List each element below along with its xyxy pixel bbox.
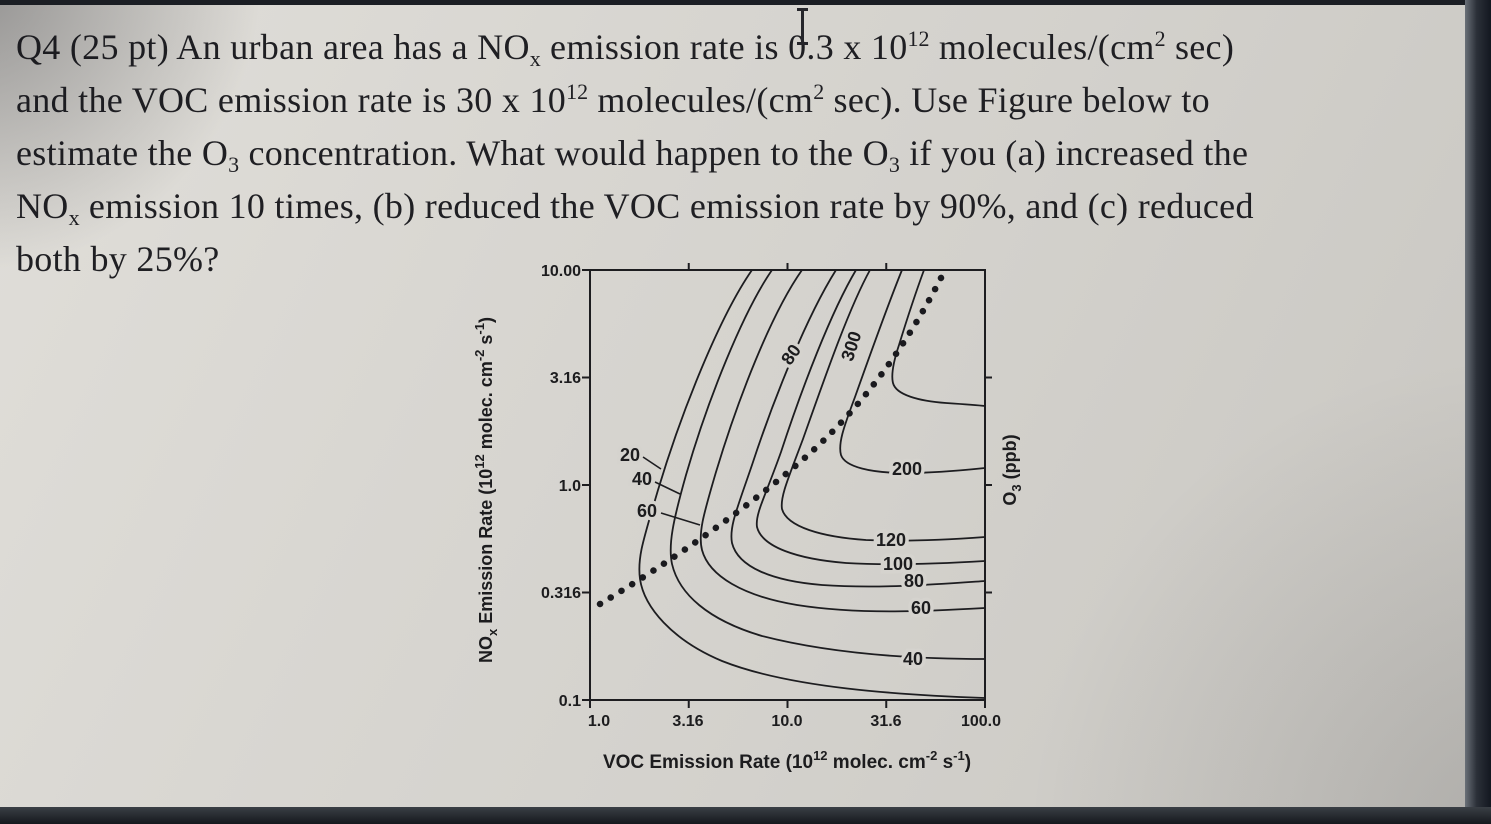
contour-lines bbox=[638, 269, 986, 699]
sup-text: 2 bbox=[813, 79, 825, 104]
contour-label-60-right: 60 bbox=[911, 598, 931, 618]
contour-20-line bbox=[638, 269, 986, 699]
y-axis-ticks bbox=[582, 269, 590, 701]
contour-80-line bbox=[730, 269, 986, 588]
contour-120-line bbox=[780, 269, 986, 542]
contour-label-120: 120 bbox=[876, 530, 906, 550]
x-axis-ticks bbox=[589, 700, 986, 708]
photo-edge-right bbox=[1465, 0, 1491, 824]
y-tick-0.316: 0.316 bbox=[541, 585, 581, 602]
sup-text: 2 bbox=[1154, 26, 1166, 51]
text-run: sec) bbox=[1165, 27, 1235, 67]
contour-label-80-ridge: 80 bbox=[777, 341, 805, 369]
y-tick-0.1: 0.1 bbox=[559, 693, 581, 710]
sup-text: 12 bbox=[907, 26, 930, 51]
x-tick-31.6: 31.6 bbox=[870, 713, 901, 730]
y-tick-labels: 10.00 3.16 1.0 0.316 0.1 bbox=[541, 263, 581, 710]
text-run: molecules/(cm bbox=[588, 80, 814, 120]
x-tick-1.0: 1.0 bbox=[588, 713, 610, 730]
contour-label-60: 60 bbox=[637, 501, 657, 521]
ozone-isopleth-figure: 20 40 60 80 300 200 120 100 80 60 40 10.… bbox=[450, 258, 1070, 803]
contour-label-leaders bbox=[642, 456, 701, 526]
question-line-2: and the VOC emission rate is 30 x 1012 m… bbox=[16, 76, 1453, 129]
x-tick-100.0: 100.0 bbox=[961, 713, 1001, 730]
x-axis-title: VOC Emission Rate (1012 molec. cm-2 s-1) bbox=[603, 748, 971, 773]
text-run: x 10 bbox=[834, 27, 908, 67]
contour-60-line bbox=[699, 269, 986, 613]
right-axis-ticks bbox=[985, 376, 992, 594]
y-tick-3.16: 3.16 bbox=[550, 370, 581, 387]
question-text: Q4 (25 pt) An urban area has a NOx emiss… bbox=[16, 8, 1453, 283]
cursor-anchor: 0.3 bbox=[788, 8, 835, 71]
question-line-3: estimate the O3 concentration. What woul… bbox=[16, 129, 1453, 182]
sub-text: x bbox=[529, 46, 541, 71]
contour-label-100: 100 bbox=[883, 554, 913, 574]
y-tick-1.0: 1.0 bbox=[559, 478, 581, 495]
text-cursor-artifact bbox=[797, 8, 809, 45]
x-tick-10.0: 10.0 bbox=[771, 713, 802, 730]
text-run: emission 10 times, (b) reduced the VOC e… bbox=[79, 186, 1254, 226]
contour-300-line bbox=[891, 269, 986, 407]
text-run: emission rate is bbox=[540, 27, 789, 67]
isopleth-chart-svg: 20 40 60 80 300 200 120 100 80 60 40 10.… bbox=[472, 263, 1024, 773]
x-tick-labels: 1.0 3.16 10.0 31.6 100.0 bbox=[588, 713, 1001, 730]
contour-label-40-right: 40 bbox=[903, 649, 923, 669]
x-tick-3.16: 3.16 bbox=[672, 713, 703, 730]
question-line-4: NOx emission 10 times, (b) reduced the V… bbox=[16, 182, 1453, 235]
y-axis-title: NOx Emission Rate (1012 molec. cm-2 s-1) bbox=[472, 317, 500, 663]
contour-40-line bbox=[669, 269, 986, 660]
photo-edge-top bbox=[0, 0, 1491, 5]
text-run: Q4 (25 pt) An urban area has a NO bbox=[16, 27, 530, 67]
contour-label-40: 40 bbox=[632, 469, 652, 489]
text-run: 0.3 bbox=[788, 27, 835, 67]
text-run: sec). Use Figure below to bbox=[824, 80, 1210, 120]
sub-text: 3 bbox=[888, 152, 900, 177]
text-run: both by 25%? bbox=[16, 239, 220, 279]
top-axis-ticks bbox=[687, 263, 888, 270]
contour-label-80-right: 80 bbox=[904, 571, 924, 591]
contour-200-line bbox=[839, 269, 986, 474]
question-line-1: Q4 (25 pt) An urban area has a NOx emiss… bbox=[16, 8, 1453, 76]
contour-100-line bbox=[755, 269, 986, 566]
text-run: concentration. What would happen to the … bbox=[239, 133, 889, 173]
ridge-dotted-line bbox=[596, 272, 946, 608]
text-run: NO bbox=[16, 186, 69, 226]
o3-axis-title: O3 (ppb) bbox=[1000, 434, 1024, 505]
y-tick-10: 10.00 bbox=[541, 263, 581, 280]
contour-label-20: 20 bbox=[620, 445, 640, 465]
sub-text: x bbox=[68, 205, 80, 230]
text-run: if you (a) increased the bbox=[899, 133, 1249, 173]
text-run: and the VOC emission rate is 30 x 10 bbox=[16, 80, 567, 120]
text-run: estimate the O bbox=[16, 133, 229, 173]
text-run: molecules/(cm bbox=[929, 27, 1155, 67]
photo-edge-bottom bbox=[0, 807, 1491, 824]
sub-text: 3 bbox=[228, 152, 240, 177]
sup-text: 12 bbox=[566, 79, 589, 104]
contour-value-labels: 20 40 60 80 300 200 120 100 80 60 40 bbox=[616, 325, 934, 672]
contour-label-200: 200 bbox=[892, 459, 922, 479]
paper-page: Q4 (25 pt) An urban area has a NOx emiss… bbox=[0, 5, 1465, 807]
question-line-5: both by 25%? bbox=[16, 235, 1453, 283]
